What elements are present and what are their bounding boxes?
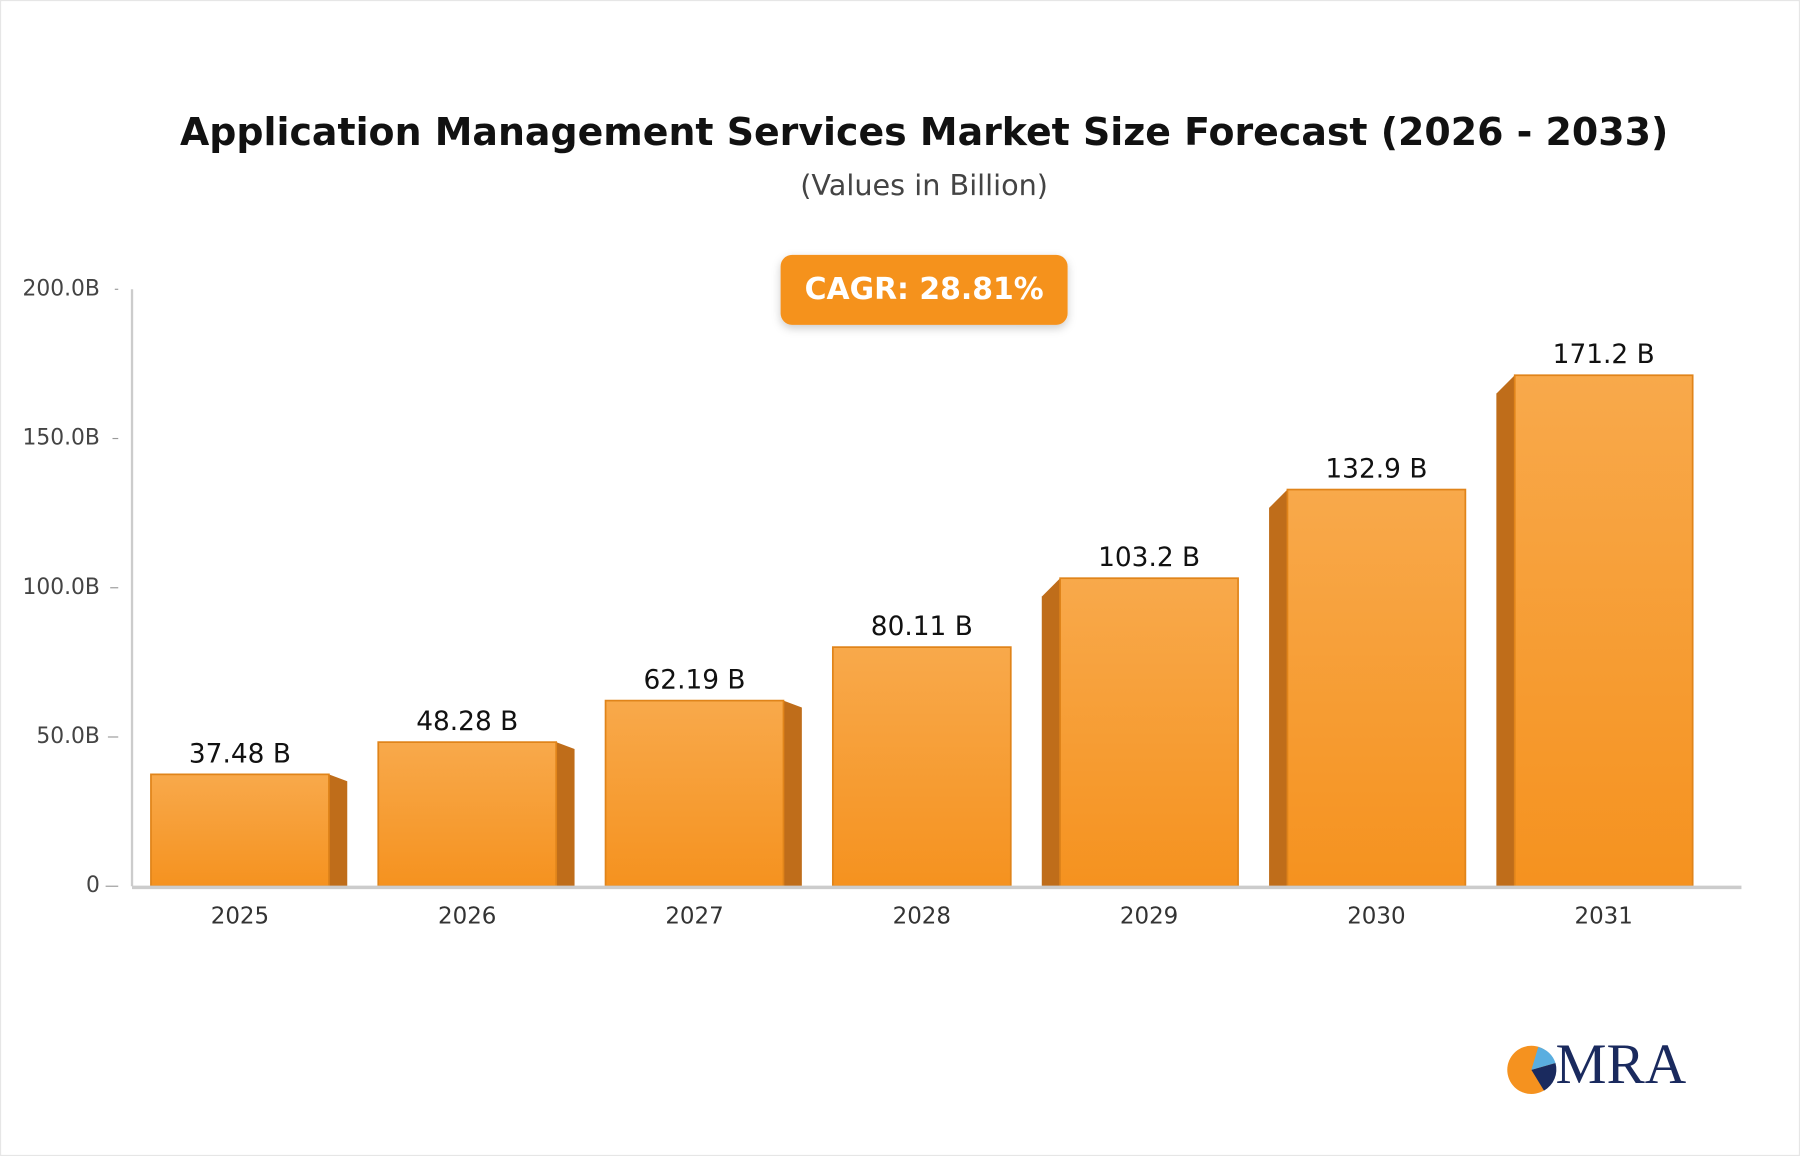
y-tick-label: 200.0B [23, 276, 100, 301]
bar [831, 646, 1012, 888]
x-tick-label: 2028 [893, 904, 951, 930]
x-tick-label: 2025 [211, 904, 269, 930]
cagr-label: CAGR: 28.81% [805, 272, 1044, 307]
value-label: 48.28 B [416, 706, 518, 737]
y-tick-label: 50.0B [36, 724, 100, 749]
bar [1513, 374, 1694, 888]
y-tick-label: 0 [86, 873, 100, 898]
value-label: 132.9 B [1325, 454, 1427, 485]
logo-icon [1531, 1046, 1556, 1070]
x-tick-label: 2026 [438, 904, 496, 930]
x-tick-label: 2030 [1347, 904, 1405, 930]
logo: MRA [1507, 1033, 1687, 1096]
cagr-badge [780, 254, 1068, 325]
bar-side [556, 742, 575, 887]
y-tick-label: 150.0B [23, 426, 100, 451]
bar-side [1269, 489, 1288, 887]
x-tick-label: 2031 [1575, 904, 1633, 930]
value-label: 37.48 B [189, 738, 291, 769]
logo-text: MRA [1555, 1033, 1686, 1096]
value-label: 80.11 B [871, 611, 973, 642]
x-tick-label: 2027 [665, 904, 723, 930]
bar [604, 699, 785, 888]
y-tick-label: 100.0B [23, 575, 100, 600]
value-label: 103.2 B [1098, 542, 1200, 573]
bar-side [1041, 578, 1061, 887]
chart-title: Application Management Services Market S… [180, 110, 1668, 154]
bar [1286, 488, 1467, 888]
chart-subtitle: (Values in Billion) [800, 168, 1048, 202]
bar [377, 741, 558, 888]
bar [150, 773, 330, 888]
bar [1059, 577, 1239, 888]
value-label: 62.19 B [643, 665, 745, 696]
x-tick-label: 2029 [1120, 904, 1178, 930]
bar-side [783, 700, 802, 887]
logo-icon [1531, 1063, 1557, 1091]
bar-side [1496, 375, 1515, 887]
value-label: 171.2 B [1553, 339, 1655, 370]
bar-side [328, 774, 348, 887]
